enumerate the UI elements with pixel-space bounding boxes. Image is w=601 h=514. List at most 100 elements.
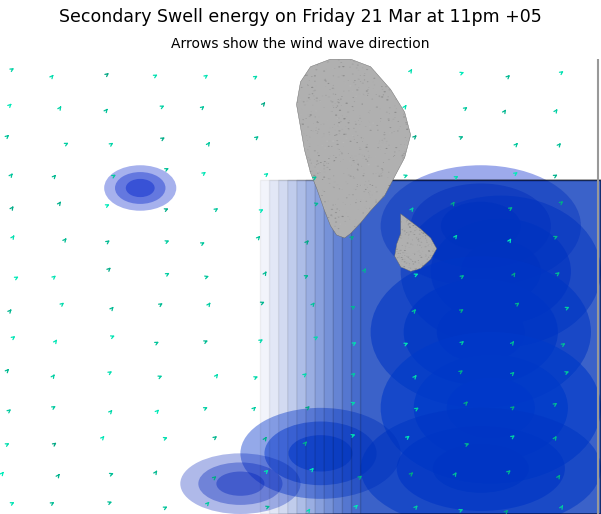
Text: Secondary Swell energy on Friday 21 Mar at 11pm +05: Secondary Swell energy on Friday 21 Mar … [59, 8, 542, 26]
Ellipse shape [337, 99, 339, 100]
Ellipse shape [355, 131, 357, 132]
Ellipse shape [328, 132, 330, 133]
Ellipse shape [357, 184, 358, 185]
Ellipse shape [341, 96, 343, 97]
Ellipse shape [373, 88, 374, 89]
Ellipse shape [379, 108, 380, 109]
Ellipse shape [307, 84, 308, 85]
Ellipse shape [421, 242, 423, 243]
Ellipse shape [326, 167, 329, 168]
Ellipse shape [353, 61, 355, 62]
Ellipse shape [358, 79, 359, 80]
Ellipse shape [389, 127, 391, 128]
Ellipse shape [382, 196, 385, 197]
FancyBboxPatch shape [324, 180, 601, 514]
Ellipse shape [366, 186, 368, 187]
Ellipse shape [308, 94, 311, 95]
Ellipse shape [369, 110, 371, 111]
Ellipse shape [363, 95, 365, 96]
Ellipse shape [381, 168, 383, 169]
Ellipse shape [352, 74, 353, 75]
Ellipse shape [399, 250, 400, 251]
Ellipse shape [410, 183, 551, 268]
Ellipse shape [370, 130, 372, 131]
Ellipse shape [338, 149, 340, 150]
Ellipse shape [345, 134, 347, 135]
Ellipse shape [126, 179, 154, 197]
Ellipse shape [323, 164, 325, 165]
Ellipse shape [329, 169, 331, 170]
Ellipse shape [307, 126, 309, 127]
Ellipse shape [359, 118, 361, 119]
Ellipse shape [388, 118, 389, 120]
Ellipse shape [334, 135, 336, 136]
Ellipse shape [404, 261, 406, 262]
Ellipse shape [347, 111, 349, 112]
Ellipse shape [408, 267, 410, 268]
Ellipse shape [403, 153, 405, 154]
Ellipse shape [403, 224, 404, 225]
Ellipse shape [429, 245, 431, 246]
Ellipse shape [368, 157, 370, 158]
Ellipse shape [371, 99, 373, 100]
Ellipse shape [388, 167, 390, 168]
Ellipse shape [380, 166, 581, 287]
Ellipse shape [414, 262, 416, 263]
Ellipse shape [413, 234, 415, 235]
Ellipse shape [367, 81, 368, 82]
Ellipse shape [334, 181, 336, 182]
Ellipse shape [461, 241, 541, 302]
Ellipse shape [373, 203, 375, 204]
Ellipse shape [315, 111, 317, 112]
Ellipse shape [324, 201, 326, 203]
Ellipse shape [425, 256, 427, 257]
Ellipse shape [375, 187, 377, 188]
Ellipse shape [346, 103, 348, 104]
Ellipse shape [374, 84, 375, 85]
Ellipse shape [406, 128, 409, 130]
Ellipse shape [401, 257, 403, 258]
Ellipse shape [324, 80, 326, 81]
Ellipse shape [353, 160, 355, 161]
Ellipse shape [377, 106, 378, 107]
Ellipse shape [369, 150, 371, 151]
Ellipse shape [216, 471, 264, 496]
Ellipse shape [314, 167, 316, 168]
Ellipse shape [363, 191, 365, 192]
Ellipse shape [361, 94, 363, 95]
Ellipse shape [376, 106, 378, 108]
Ellipse shape [419, 234, 421, 235]
Ellipse shape [357, 65, 359, 66]
Ellipse shape [409, 265, 410, 266]
Ellipse shape [313, 175, 316, 176]
Ellipse shape [395, 99, 397, 100]
Ellipse shape [304, 146, 306, 148]
Ellipse shape [366, 69, 368, 70]
Ellipse shape [401, 245, 403, 246]
Ellipse shape [325, 69, 327, 70]
Ellipse shape [339, 109, 341, 111]
Ellipse shape [419, 260, 421, 261]
Ellipse shape [406, 124, 407, 125]
Ellipse shape [335, 94, 336, 95]
FancyBboxPatch shape [279, 180, 601, 514]
Ellipse shape [410, 256, 412, 257]
Ellipse shape [367, 89, 368, 90]
Ellipse shape [340, 224, 341, 225]
Ellipse shape [349, 160, 351, 161]
Ellipse shape [413, 254, 415, 255]
Ellipse shape [300, 87, 302, 88]
Ellipse shape [328, 83, 329, 84]
Ellipse shape [324, 167, 325, 168]
Ellipse shape [353, 110, 354, 111]
Ellipse shape [307, 157, 309, 158]
Ellipse shape [362, 198, 364, 199]
Ellipse shape [368, 151, 369, 152]
Ellipse shape [299, 99, 300, 100]
Ellipse shape [344, 118, 346, 119]
Ellipse shape [335, 212, 337, 213]
Ellipse shape [115, 172, 165, 204]
Ellipse shape [417, 239, 419, 240]
Ellipse shape [340, 151, 341, 152]
Ellipse shape [376, 94, 377, 95]
